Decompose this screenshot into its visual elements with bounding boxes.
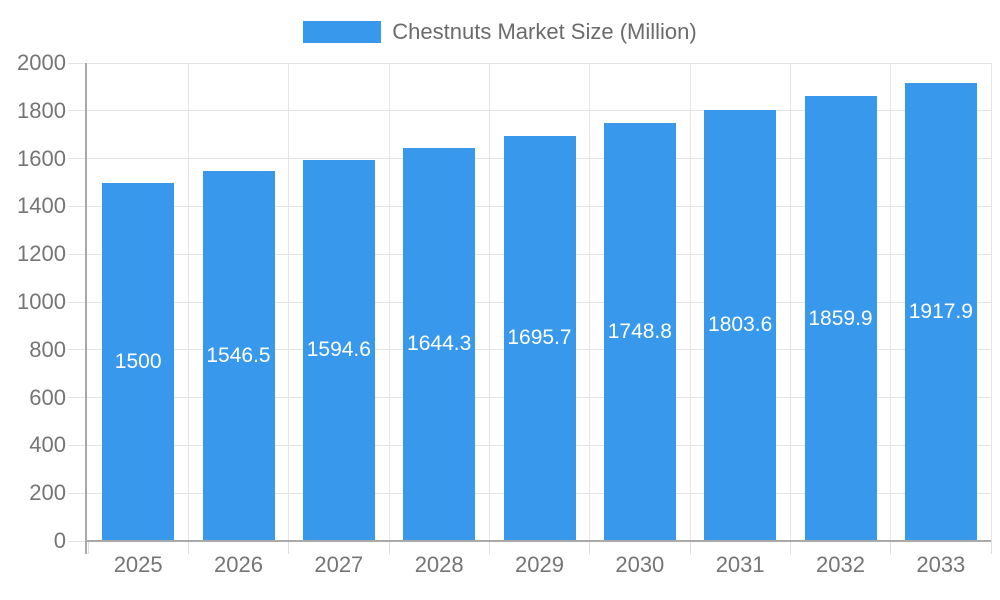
x-axis-tick <box>288 541 290 554</box>
x-axis-tick <box>990 541 992 554</box>
bar-2029[interactable]: 1695.7 <box>503 135 576 541</box>
x-axis-tick-label: 2031 <box>715 552 765 577</box>
x-axis-tick <box>187 541 189 554</box>
gridline-vertical <box>990 63 992 541</box>
x-axis-tick-label: 2028 <box>414 552 464 577</box>
bar-2026[interactable]: 1546.5 <box>202 171 275 541</box>
y-axis-tick-label: 600 <box>29 384 66 410</box>
x-axis-tick <box>689 541 691 554</box>
y-axis-tick-label: 200 <box>29 480 66 506</box>
y-axis-tick-label: 0 <box>53 528 66 553</box>
bar-value-label: 1644.3 <box>407 332 472 356</box>
gridline-vertical <box>789 63 791 541</box>
y-axis-tick-label: 1400 <box>17 193 66 219</box>
x-axis-tick <box>388 541 390 554</box>
x-axis-tick-label: 2027 <box>314 552 364 577</box>
bar-2031[interactable]: 1803.6 <box>704 109 777 541</box>
legend: Chestnuts Market Size (Million) <box>0 17 1000 47</box>
bar-2030[interactable]: 1748.8 <box>603 123 676 541</box>
bar-2028[interactable]: 1644.3 <box>403 148 476 541</box>
gridline-horizontal <box>68 110 991 112</box>
x-axis-tick-label: 2030 <box>615 552 665 577</box>
y-axis-tick-label: 1000 <box>17 289 66 314</box>
legend-swatch-icon[interactable] <box>303 21 382 43</box>
x-axis-tick <box>789 541 791 554</box>
gridline-vertical <box>388 63 390 541</box>
gridline-vertical <box>488 63 490 541</box>
gridline-vertical <box>187 63 189 541</box>
x-axis-line <box>85 540 991 542</box>
bar-value-label: 1695.7 <box>507 326 572 350</box>
x-axis-tick-label: 2032 <box>816 552 865 577</box>
gridline-vertical <box>890 63 892 541</box>
x-axis-tick <box>488 541 490 554</box>
y-axis-tick-label: 800 <box>29 336 66 362</box>
bar-value-label: 1748.8 <box>607 320 672 343</box>
gridline-vertical <box>288 63 290 541</box>
x-axis-tick-label: 2033 <box>916 552 966 577</box>
bar-value-label: 1500 <box>114 349 162 373</box>
x-axis-tick-label: 2025 <box>113 552 163 577</box>
x-axis-tick-label: 2029 <box>515 552 564 577</box>
bar-value-label: 1546.5 <box>206 344 271 368</box>
y-axis-line <box>85 63 87 554</box>
gridline-horizontal <box>68 62 991 64</box>
x-axis-tick <box>589 541 591 554</box>
y-axis-tick-label: 1800 <box>17 97 66 123</box>
bar-value-label: 1917.9 <box>908 299 973 323</box>
bar-2025[interactable]: 1500 <box>102 182 175 541</box>
y-axis-tick-label: 1600 <box>17 145 66 171</box>
bar-value-label: 1594.6 <box>306 338 371 362</box>
y-axis-tick-label: 400 <box>29 432 66 458</box>
bar-value-label: 1803.6 <box>708 313 773 337</box>
bar-2032[interactable]: 1859.9 <box>804 96 877 541</box>
legend-label: Chestnuts Market Size (Million) <box>392 19 697 44</box>
bar-value-label: 1859.9 <box>808 306 873 330</box>
y-axis-tick-label: 2000 <box>17 50 66 75</box>
bar-2033[interactable]: 1917.9 <box>904 82 977 541</box>
x-axis-tick <box>87 541 89 554</box>
gridline-vertical <box>589 63 591 541</box>
gridline-vertical <box>689 63 691 541</box>
x-axis-tick-label: 2026 <box>214 552 263 577</box>
bar-2027[interactable]: 1594.6 <box>302 159 375 541</box>
y-axis-tick-label: 1200 <box>17 241 66 267</box>
x-axis-tick <box>890 541 892 554</box>
